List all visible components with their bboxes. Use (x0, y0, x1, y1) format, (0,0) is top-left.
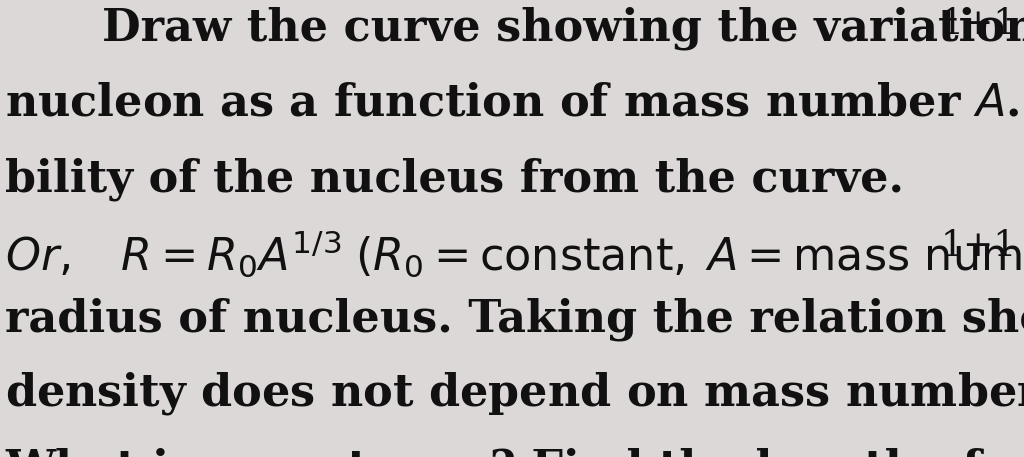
Text: What is an antenna? Find the length of a dipole antenna for: What is an antenna? Find the length of a… (5, 448, 1024, 457)
Text: 1+1: 1+1 (940, 7, 1017, 41)
Text: $\mathit{Or},\;\;$ $R = R_0A^{1/3}\; (R_0 = \mathrm{constant},\; A = \mathrm{mas: $\mathit{Or},\;\;$ $R = R_0A^{1/3}\; (R_… (5, 228, 1024, 280)
Text: radius of nucleus. Taking the relation show that the nuclear: radius of nucleus. Taking the relation s… (5, 297, 1024, 340)
Text: density does not depend on mass number $A$.: density does not depend on mass number $… (5, 370, 1024, 417)
Text: 1+1: 1+1 (940, 228, 1017, 262)
Text: nucleon as a function of mass number $A$. Explain the sta-: nucleon as a function of mass number $A$… (5, 80, 1024, 127)
Text: Draw the curve showing the variation of binding energy per: Draw the curve showing the variation of … (102, 7, 1024, 50)
Text: bility of the nucleus from the curve.: bility of the nucleus from the curve. (5, 158, 904, 201)
